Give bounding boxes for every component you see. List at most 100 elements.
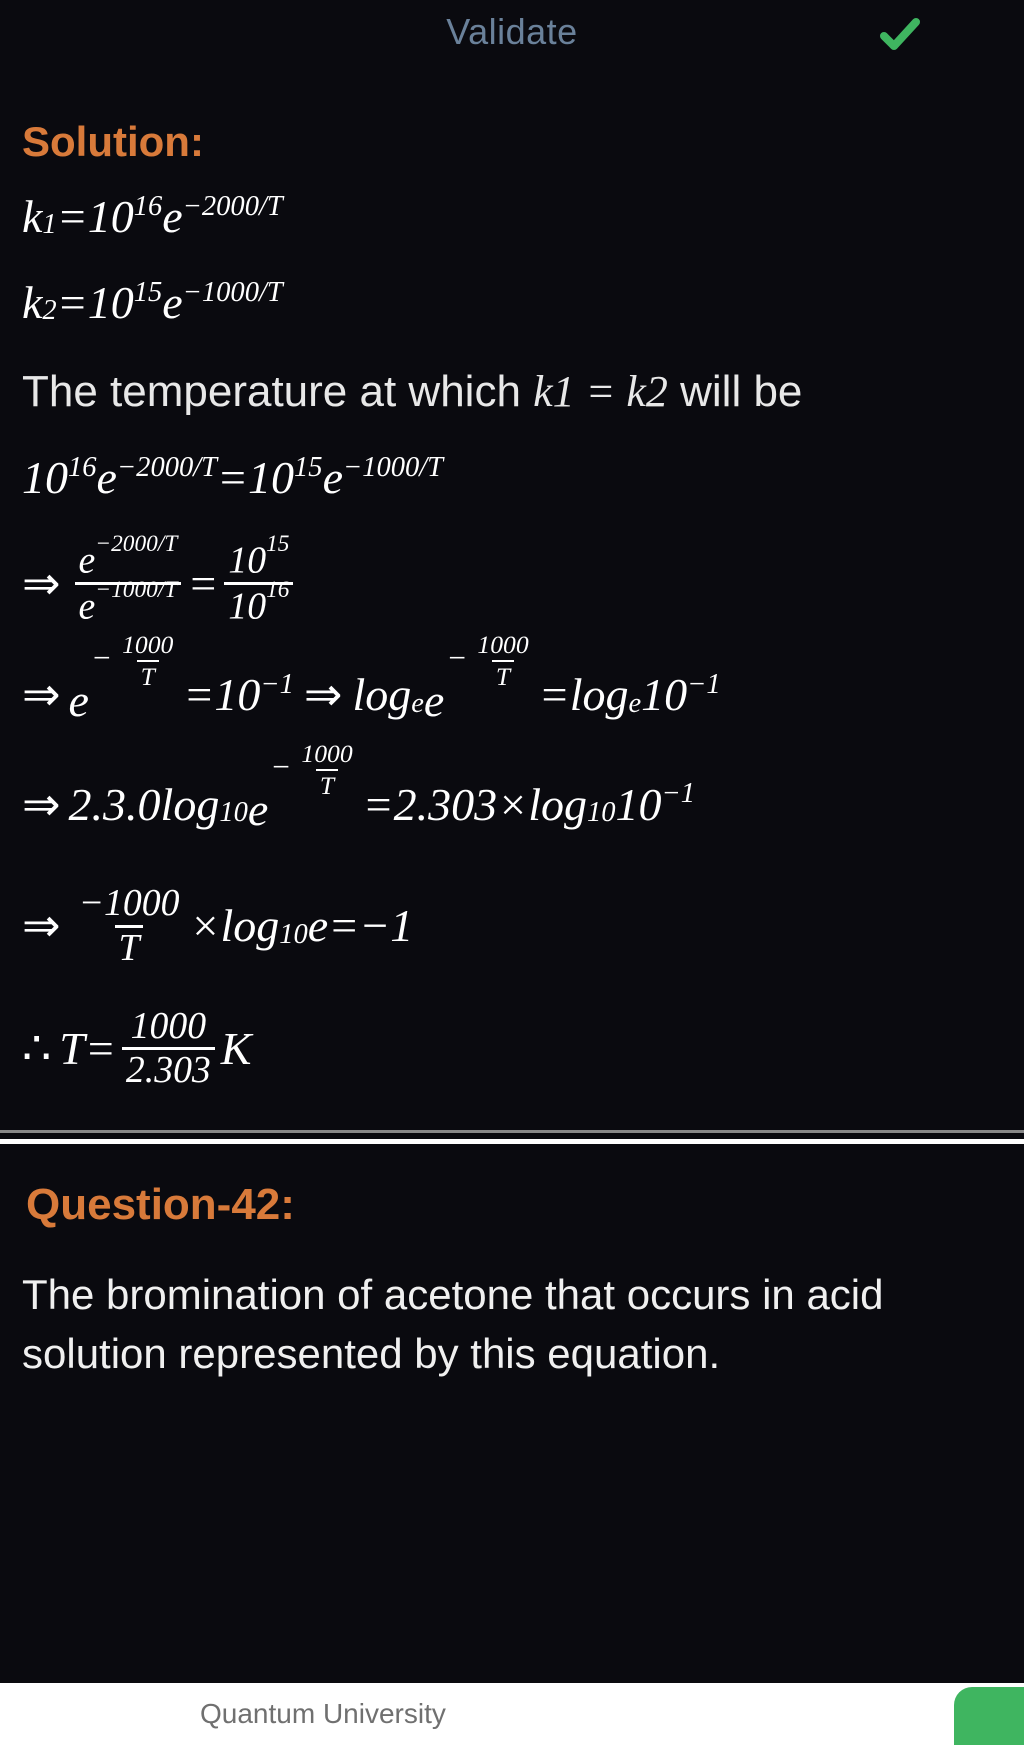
- frac-ten-ratio: 1015 1016: [224, 541, 293, 627]
- r6e: −1: [260, 671, 294, 700]
- eqs3: =: [575, 367, 627, 416]
- e-big-exp1: e −1000T: [69, 667, 184, 724]
- equation-2303: ⇒ 2.3.0 log10 e −1000T = 2.303 × log1010…: [22, 776, 1002, 833]
- fd: 2.303: [122, 1047, 215, 1090]
- arrow2b: ⇒: [304, 672, 343, 718]
- times2: ×: [189, 903, 220, 949]
- times: ×: [497, 782, 528, 828]
- k1-sub: 1: [42, 211, 56, 240]
- validate-button[interactable]: Validate: [446, 11, 577, 53]
- eqs8: =: [328, 903, 359, 949]
- frac-final: 1000 2.303: [122, 1008, 215, 1090]
- k2-e-exp: −1000/T: [183, 279, 283, 308]
- en3: 1000: [297, 741, 356, 769]
- temp-text-a: The temperature at which: [22, 367, 533, 416]
- eqs6: =: [183, 672, 214, 718]
- be3: e: [248, 787, 268, 833]
- university-label: Quantum University: [200, 1698, 446, 1730]
- log3: log: [161, 782, 220, 828]
- eqs5: =: [187, 561, 218, 607]
- en2: 1000: [473, 632, 532, 660]
- k1-ten-exp: 16: [134, 193, 163, 222]
- e2e: −1000/T: [343, 454, 443, 483]
- be2: e: [424, 678, 444, 724]
- ft2e: 16: [266, 577, 289, 603]
- therefore: ∴: [22, 1026, 51, 1072]
- r8: −1: [359, 903, 413, 949]
- ten-base: 10: [88, 194, 134, 240]
- ft1: 10: [228, 540, 266, 582]
- equation-ratio: ⇒ e−2000/T e−1000/T = 1015 1016: [22, 541, 1002, 627]
- arrow3: ⇒: [22, 782, 61, 828]
- fe1: e: [79, 540, 96, 582]
- eq-sign2: =: [57, 280, 88, 326]
- r6: 10: [214, 672, 260, 718]
- e1: e: [97, 455, 117, 501]
- checkmark-icon: [876, 10, 924, 63]
- arrow1: ⇒: [22, 561, 61, 607]
- eq-sign: =: [57, 194, 88, 240]
- t2: 10: [248, 455, 294, 501]
- d8: T: [115, 925, 144, 968]
- log5: log: [220, 903, 279, 949]
- e1e: −2000/T: [117, 454, 217, 483]
- ft1e: 15: [266, 531, 289, 557]
- r6b: 10: [641, 672, 687, 718]
- equation-equality: 1016e−2000/T = 1015e−1000/T: [22, 455, 1002, 501]
- bottom-strip: Quantum University: [0, 1683, 1024, 1745]
- n8: −1000: [75, 885, 184, 925]
- solution-heading: Solution:: [22, 118, 1002, 166]
- k2s: 2: [646, 367, 668, 416]
- log10c: 10: [279, 921, 308, 950]
- equation-exp-eq: ⇒ e −1000T = 10−1 ⇒ loge e −1000T = loge…: [22, 667, 1002, 724]
- e2: e: [323, 455, 343, 501]
- log10a: 10: [219, 799, 248, 828]
- equation-minus1: ⇒ −1000 T × log10e = −1: [22, 885, 1002, 967]
- t1e: 16: [68, 454, 97, 483]
- log10b: 10: [587, 799, 616, 828]
- ten-base2: 10: [88, 280, 134, 326]
- fu: K: [221, 1026, 252, 1072]
- e-big-exp3: e −1000T: [248, 776, 363, 833]
- k1-e-exp: −2000/T: [183, 193, 283, 222]
- log2: log: [570, 672, 629, 718]
- k1-var: k: [22, 194, 42, 240]
- be1: e: [69, 678, 89, 724]
- fn: 1000: [127, 1008, 210, 1048]
- t2e: 15: [294, 454, 323, 483]
- Tf: T: [59, 1026, 85, 1072]
- temp-text-b: will be: [668, 367, 803, 416]
- r7e: −1: [662, 780, 696, 809]
- equation-final: ∴ T = 1000 2.303 K: [22, 1008, 1002, 1090]
- section-divider: [0, 1130, 1024, 1144]
- e8: e: [308, 903, 328, 949]
- ed2: T: [492, 660, 514, 690]
- ed1: T: [137, 660, 159, 690]
- k2-ten-exp: 15: [134, 279, 163, 308]
- k2v: k: [626, 367, 646, 416]
- frac-1000T: −1000 T: [75, 885, 184, 967]
- ad-button[interactable]: [954, 1687, 1024, 1745]
- question-body: The bromination of acetone that occurs i…: [0, 1266, 1024, 1384]
- k2-var: k: [22, 280, 42, 326]
- log1: log: [352, 672, 411, 718]
- log4: log: [528, 782, 587, 828]
- k2-sub: 2: [42, 297, 56, 326]
- equation-k2: k2 = 1015 e−1000/T: [22, 280, 1002, 326]
- k1s: 1: [553, 367, 575, 416]
- v2303: 2.303: [394, 782, 498, 828]
- e-base2: e: [162, 280, 182, 326]
- eqs4: =: [217, 455, 248, 501]
- arrow2: ⇒: [22, 672, 61, 718]
- c23: 2.3.0: [69, 782, 161, 828]
- temperature-line: The temperature at which k1 = k2 will be: [22, 366, 1002, 417]
- t1: 10: [22, 455, 68, 501]
- k1v: k: [533, 367, 553, 416]
- loge2: e: [629, 690, 642, 719]
- fe1e: −2000/T: [95, 531, 177, 557]
- equation-k1: k1 = 1016 e−2000/T: [22, 194, 1002, 240]
- question-heading: Question-42:: [26, 1180, 1024, 1230]
- ft2: 10: [228, 586, 266, 628]
- solution-section: Solution: k1 = 1016 e−2000/T k2 = 1015 e…: [0, 58, 1024, 1090]
- fe2e: −1000/T: [95, 577, 177, 603]
